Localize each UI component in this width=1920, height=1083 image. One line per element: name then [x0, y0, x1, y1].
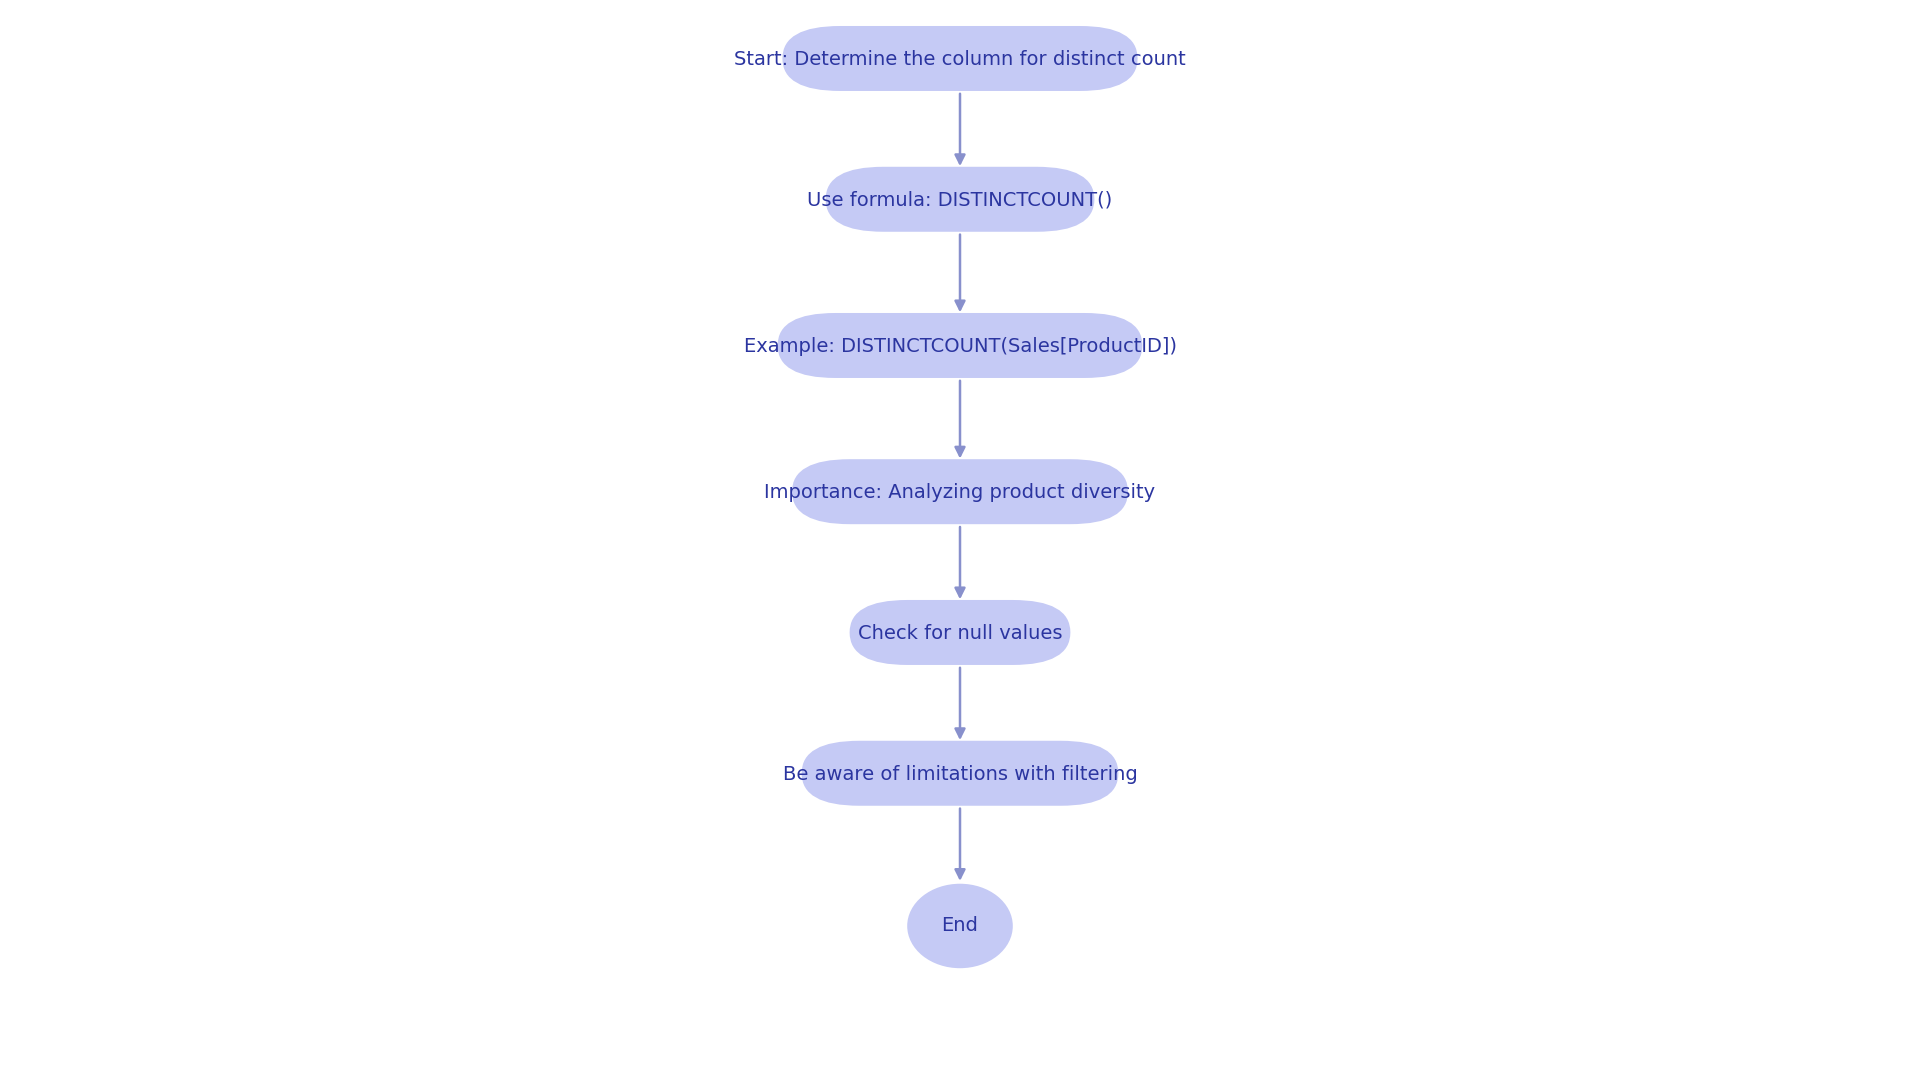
Text: Example: DISTINCTCOUNT(Sales[ProductID]): Example: DISTINCTCOUNT(Sales[ProductID])	[743, 337, 1177, 356]
Text: Use formula: DISTINCTCOUNT(): Use formula: DISTINCTCOUNT()	[808, 191, 1112, 210]
Ellipse shape	[908, 884, 1014, 968]
Text: Importance: Analyzing product diversity: Importance: Analyzing product diversity	[764, 483, 1156, 503]
FancyBboxPatch shape	[783, 26, 1137, 91]
FancyBboxPatch shape	[791, 459, 1127, 524]
Text: Start: Determine the column for distinct count: Start: Determine the column for distinct…	[733, 50, 1187, 69]
FancyBboxPatch shape	[801, 741, 1117, 806]
FancyBboxPatch shape	[778, 313, 1142, 378]
FancyBboxPatch shape	[849, 600, 1071, 665]
FancyBboxPatch shape	[826, 167, 1094, 232]
Text: End: End	[941, 916, 979, 936]
Text: Be aware of limitations with filtering: Be aware of limitations with filtering	[783, 765, 1137, 784]
Text: Check for null values: Check for null values	[858, 624, 1062, 643]
